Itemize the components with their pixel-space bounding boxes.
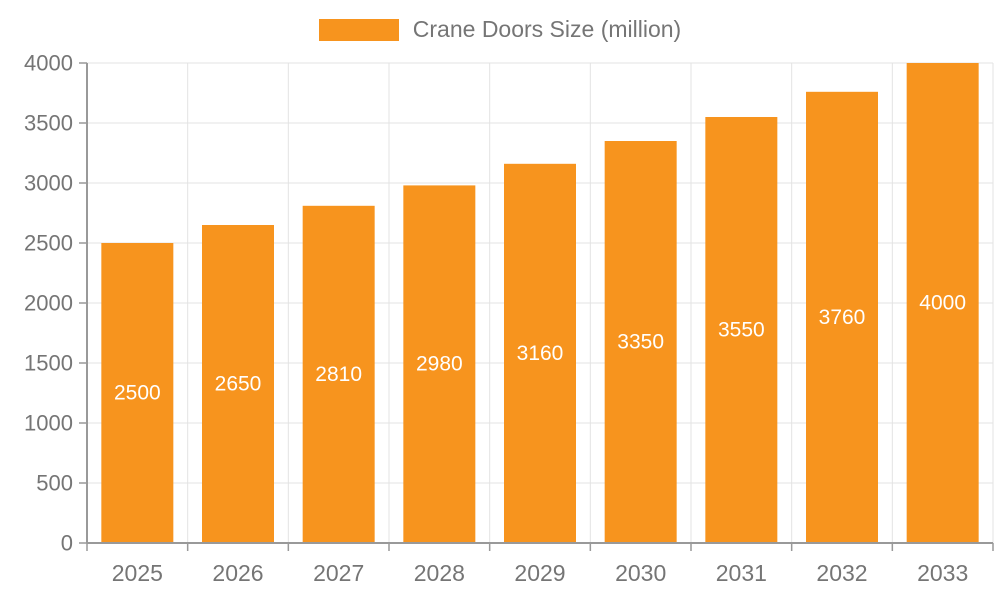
x-axis-tick-label: 2032: [816, 560, 867, 586]
y-axis-tick-label: 3000: [24, 171, 73, 196]
legend-label: Crane Doors Size (million): [412, 16, 682, 42]
legend: Crane Doors Size (million): [0, 16, 1000, 43]
bar[interactable]: [202, 225, 274, 543]
y-axis-tick-label: 1500: [24, 351, 73, 376]
bar-value-label: 3550: [718, 319, 765, 342]
y-axis-tick-label: 3500: [24, 111, 73, 136]
bar-value-label: 2500: [114, 382, 161, 405]
legend-swatch-icon: [318, 18, 399, 41]
bar[interactable]: [302, 205, 375, 544]
x-axis-tick-label: 2030: [615, 560, 666, 586]
x-axis-tick-label: 2027: [313, 560, 364, 586]
bar[interactable]: [101, 243, 174, 543]
y-axis-tick-label: 2500: [24, 231, 73, 256]
x-axis-tick-label: 2031: [716, 560, 767, 586]
bar[interactable]: [504, 163, 576, 544]
x-axis-tick-label: 2029: [514, 560, 565, 586]
y-axis-tick-label: 500: [36, 471, 73, 496]
bar-value-label: 3760: [819, 306, 866, 329]
bar[interactable]: [806, 91, 878, 544]
legend-item[interactable]: Crane Doors Size (million): [318, 16, 682, 43]
bar[interactable]: [906, 63, 979, 543]
y-axis-tick-label: 4000: [24, 51, 73, 76]
bar-value-label: 4000: [919, 292, 966, 315]
x-axis-tick-label: 2026: [212, 560, 263, 586]
bar[interactable]: [604, 141, 677, 543]
x-axis-tick-label: 2025: [112, 560, 163, 586]
bar-value-label: 3350: [617, 331, 664, 354]
y-axis-tick-label: 0: [61, 531, 73, 556]
bar[interactable]: [705, 117, 778, 543]
bar-value-label: 2810: [315, 363, 362, 386]
x-axis-tick-label: 2033: [917, 560, 968, 586]
bar[interactable]: [403, 185, 476, 543]
y-axis-tick-label: 1000: [24, 411, 73, 436]
bar-value-label: 2980: [416, 353, 463, 376]
x-axis-tick-label: 2028: [414, 560, 465, 586]
bar-value-label: 3160: [517, 342, 564, 365]
y-axis-tick-label: 2000: [24, 291, 73, 316]
bar-value-label: 2650: [215, 373, 262, 396]
